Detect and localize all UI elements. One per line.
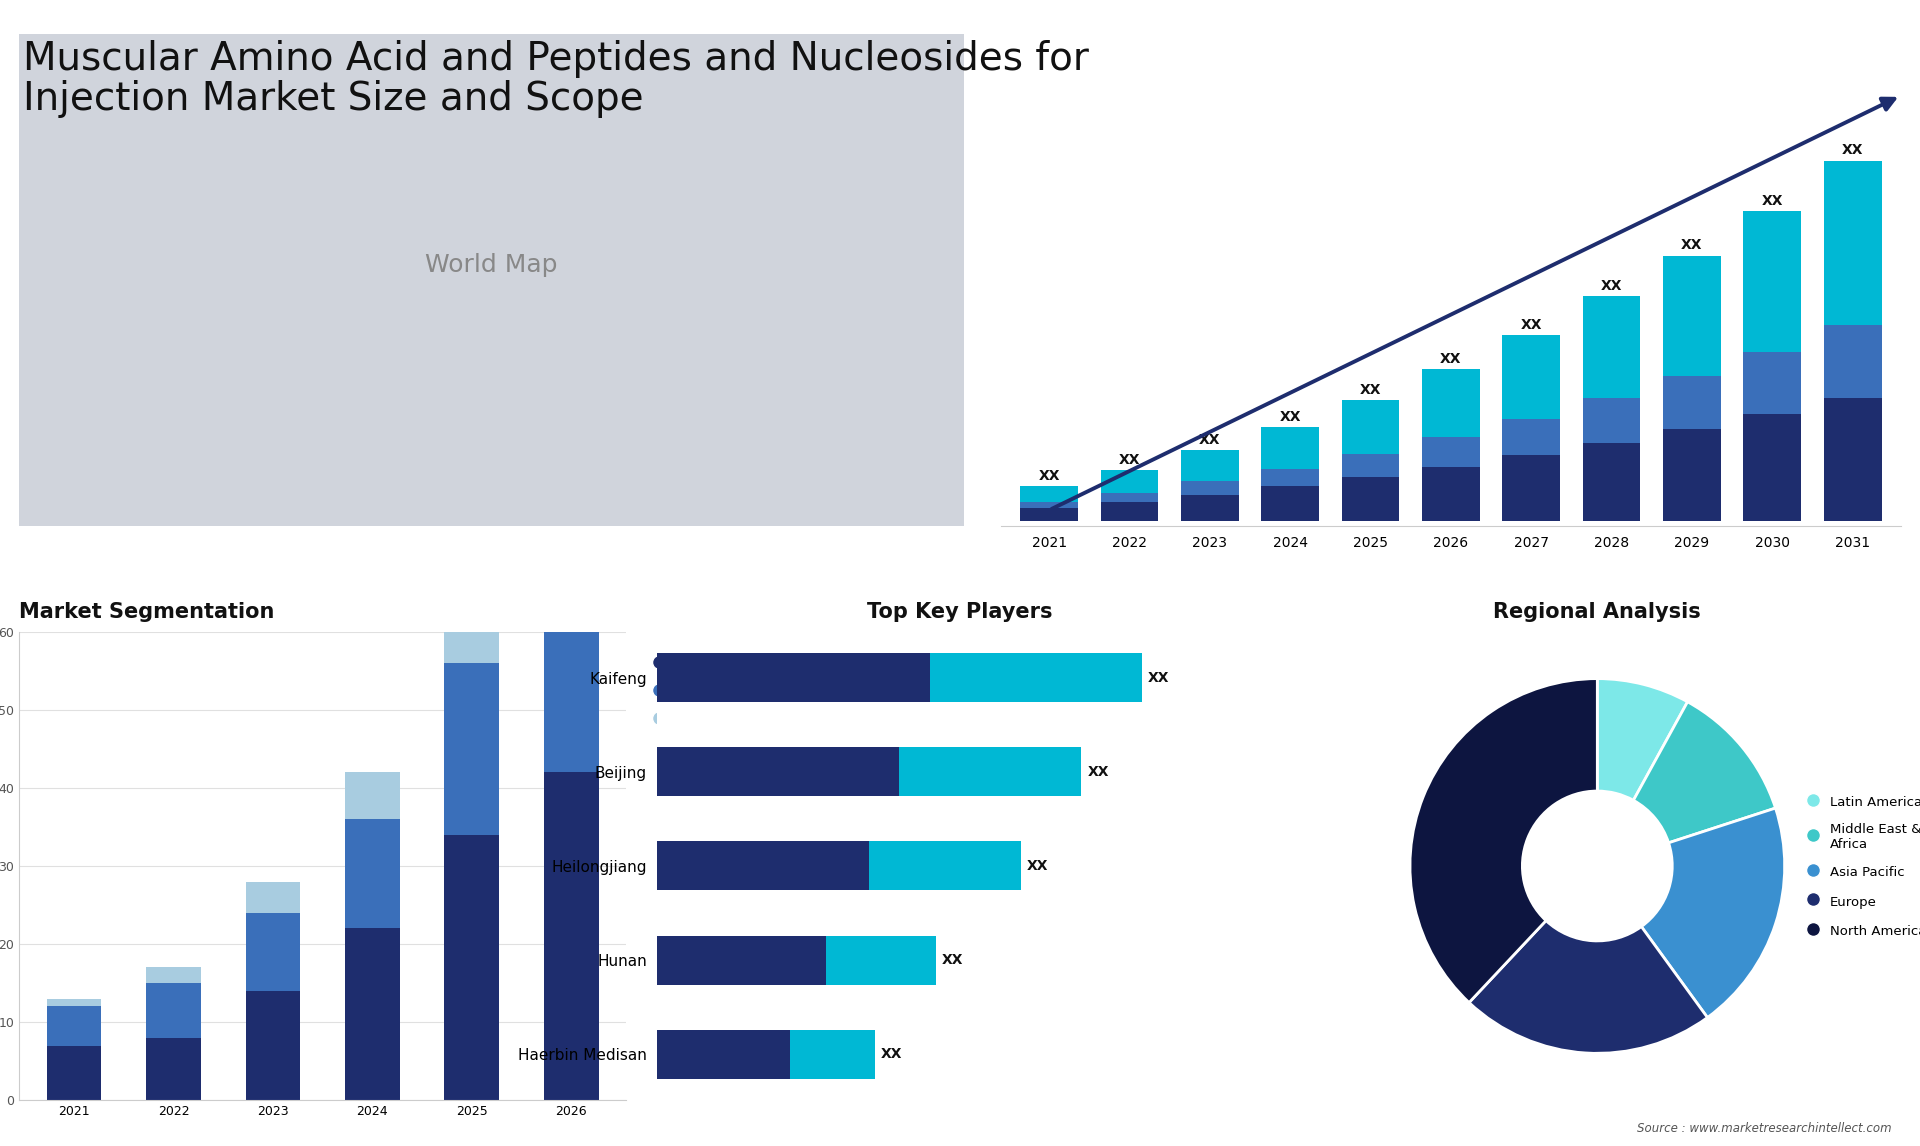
- Bar: [146, 1038, 202, 1100]
- Wedge shape: [1469, 920, 1707, 1053]
- Bar: [1423, 369, 1480, 438]
- Bar: [826, 935, 935, 984]
- Bar: [1824, 160, 1882, 324]
- Bar: [1663, 376, 1720, 429]
- Bar: [543, 772, 599, 1100]
- Bar: [657, 747, 899, 796]
- Text: XX: XX: [1601, 280, 1622, 293]
- Bar: [1423, 466, 1480, 521]
- Bar: [870, 841, 1021, 890]
- Bar: [146, 983, 202, 1038]
- Text: XX: XX: [1761, 194, 1784, 207]
- Bar: [657, 653, 929, 702]
- Bar: [1020, 486, 1077, 502]
- Bar: [1743, 415, 1801, 521]
- Text: XX: XX: [1521, 317, 1542, 332]
- Bar: [1743, 352, 1801, 415]
- Bar: [1261, 486, 1319, 521]
- Title: Top Key Players: Top Key Players: [868, 602, 1052, 622]
- Text: World Map: World Map: [426, 253, 559, 277]
- Bar: [1181, 450, 1238, 481]
- Text: XX: XX: [881, 1047, 902, 1061]
- Bar: [46, 1006, 102, 1045]
- Bar: [1743, 211, 1801, 352]
- Bar: [46, 1045, 102, 1100]
- Bar: [1501, 418, 1561, 455]
- Bar: [1663, 256, 1720, 376]
- Title: Regional Analysis: Regional Analysis: [1494, 602, 1701, 622]
- Text: XX: XX: [1359, 383, 1380, 397]
- Bar: [1582, 297, 1640, 398]
- Bar: [543, 460, 599, 554]
- Bar: [1582, 442, 1640, 521]
- Bar: [246, 991, 300, 1100]
- Bar: [246, 881, 300, 913]
- Text: Market Segmentation: Market Segmentation: [19, 602, 275, 622]
- Bar: [543, 554, 599, 772]
- Bar: [444, 834, 499, 1100]
- Bar: [1342, 477, 1400, 521]
- Bar: [1501, 335, 1561, 418]
- Bar: [146, 967, 202, 983]
- Bar: [657, 935, 826, 984]
- Bar: [899, 747, 1081, 796]
- Bar: [1181, 481, 1238, 495]
- Bar: [1020, 502, 1077, 509]
- Bar: [1582, 398, 1640, 442]
- Wedge shape: [1409, 678, 1597, 1003]
- Legend: Latin America, Middle East &
Africa, Asia Pacific, Europe, North America: Latin America, Middle East & Africa, Asi…: [1801, 788, 1920, 944]
- Text: MARKET
RESEARCH
INTELLECT: MARKET RESEARCH INTELLECT: [1716, 54, 1791, 97]
- Bar: [789, 1030, 876, 1078]
- Bar: [1342, 454, 1400, 477]
- Wedge shape: [1642, 808, 1786, 1018]
- Bar: [346, 819, 399, 928]
- Bar: [1501, 455, 1561, 521]
- Wedge shape: [1597, 678, 1688, 800]
- Bar: [1100, 502, 1158, 521]
- Bar: [1423, 438, 1480, 466]
- Bar: [657, 841, 870, 890]
- Bar: [246, 913, 300, 991]
- Text: XX: XX: [1279, 410, 1302, 424]
- Text: XX: XX: [1440, 352, 1461, 367]
- Text: XX: XX: [1039, 470, 1060, 484]
- Text: Muscular Amino Acid and Peptides and Nucleosides for: Muscular Amino Acid and Peptides and Nuc…: [23, 40, 1089, 78]
- Bar: [1824, 324, 1882, 398]
- Text: XX: XX: [1119, 453, 1140, 466]
- Bar: [1342, 400, 1400, 454]
- Bar: [1100, 493, 1158, 502]
- Bar: [1181, 495, 1238, 521]
- Bar: [1261, 469, 1319, 486]
- Text: XX: XX: [1027, 860, 1048, 873]
- Bar: [929, 653, 1142, 702]
- Bar: [1020, 509, 1077, 521]
- Text: XX: XX: [1148, 670, 1169, 684]
- Bar: [657, 1030, 789, 1078]
- Legend: Type, Application, Geography: Type, Application, Geography: [645, 649, 762, 735]
- Bar: [46, 998, 102, 1006]
- Bar: [444, 664, 499, 834]
- Wedge shape: [1634, 701, 1776, 842]
- Bar: [346, 928, 399, 1100]
- Bar: [444, 584, 499, 664]
- Text: XX: XX: [1682, 238, 1703, 252]
- Bar: [1100, 470, 1158, 493]
- Bar: [1261, 427, 1319, 469]
- Text: Source : www.marketresearchintellect.com: Source : www.marketresearchintellect.com: [1636, 1122, 1891, 1135]
- Bar: [1663, 429, 1720, 521]
- Text: Injection Market Size and Scope: Injection Market Size and Scope: [23, 80, 643, 118]
- Text: XX: XX: [1087, 764, 1110, 779]
- Text: XX: XX: [943, 953, 964, 967]
- Text: XX: XX: [1200, 433, 1221, 447]
- Text: XX: XX: [1841, 143, 1862, 157]
- Bar: [1824, 398, 1882, 521]
- Bar: [346, 772, 399, 819]
